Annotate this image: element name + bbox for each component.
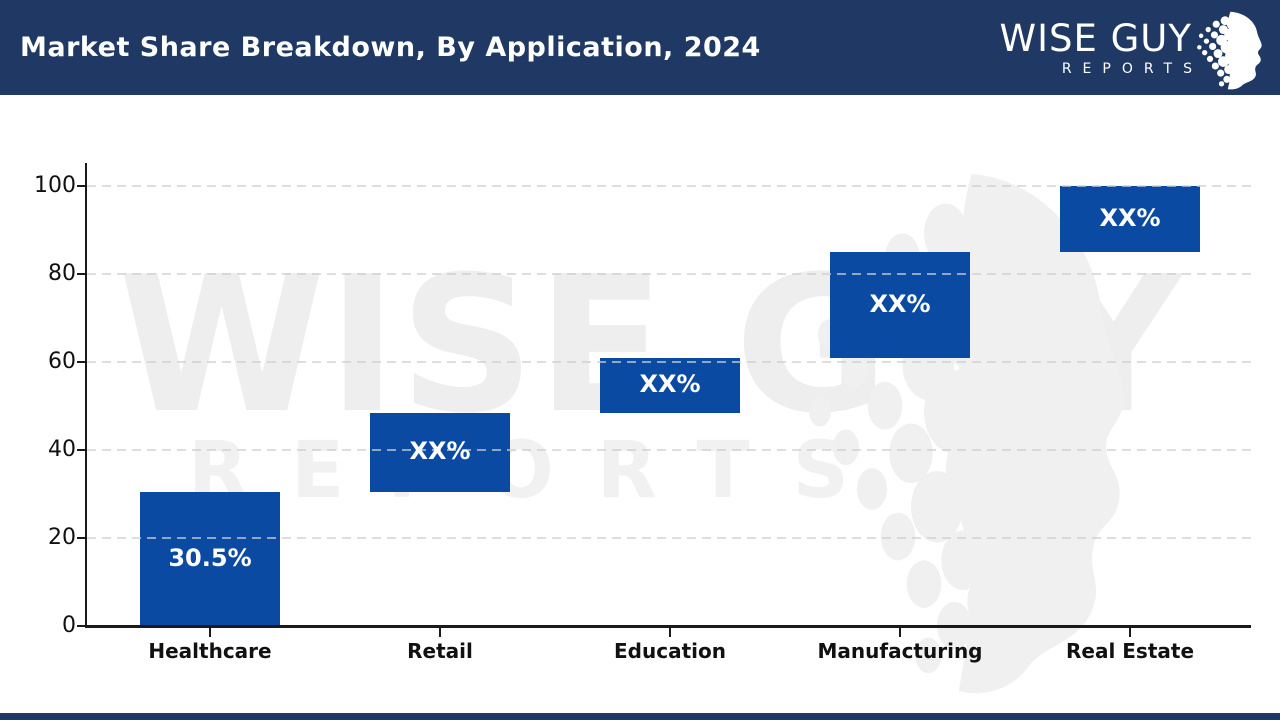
x-tick-mark xyxy=(669,628,671,637)
bar xyxy=(370,412,510,492)
y-tick-label: 40 xyxy=(48,437,76,462)
bar xyxy=(140,491,280,626)
x-axis-line xyxy=(85,625,1251,628)
bar xyxy=(600,357,740,413)
bar xyxy=(830,252,970,358)
x-category-label: Retail xyxy=(407,639,473,663)
x-tick-mark xyxy=(209,628,211,637)
bar-value-label: XX% xyxy=(409,437,471,466)
gridline xyxy=(87,537,1255,539)
y-tick-mark xyxy=(77,449,86,451)
y-tick-mark xyxy=(77,185,86,187)
watermark-reports-text: REPORTS xyxy=(188,426,892,516)
header-bar: Market Share Breakdown, By Application, … xyxy=(0,0,1280,95)
footer-bar xyxy=(0,713,1280,720)
logo-wiseguy-label: WISE GUY xyxy=(999,16,1192,60)
x-category-label: Healthcare xyxy=(148,639,272,663)
x-category-label: Manufacturing xyxy=(817,639,983,663)
bar-value-label: XX% xyxy=(639,370,701,399)
y-tick-mark xyxy=(77,537,86,539)
logo-text-block: WISE GUY REPORTS xyxy=(999,16,1192,77)
gridline xyxy=(87,185,1255,187)
y-tick-mark xyxy=(77,361,86,363)
gridline xyxy=(87,361,1255,363)
y-tick-label: 0 xyxy=(62,613,76,638)
y-tick-label: 20 xyxy=(48,525,76,550)
gridline xyxy=(87,449,1255,451)
x-tick-mark xyxy=(899,628,901,637)
y-tick-label: 100 xyxy=(34,173,76,198)
bar-value-label: XX% xyxy=(1099,204,1161,232)
page-title: Market Share Breakdown, By Application, … xyxy=(20,32,761,63)
x-tick-mark xyxy=(439,628,441,637)
y-tick-label: 80 xyxy=(48,261,76,286)
bar xyxy=(1060,186,1200,252)
gridline xyxy=(87,273,1255,275)
bar-value-label: 30.5% xyxy=(168,543,252,572)
y-axis-line xyxy=(85,163,87,628)
x-tick-mark xyxy=(1129,628,1131,637)
wise-guy-reports-logo: WISE GUY REPORTS xyxy=(1000,8,1266,92)
x-category-label: Real Estate xyxy=(1065,639,1195,663)
y-tick-label: 60 xyxy=(48,349,76,374)
x-category-label: Education xyxy=(614,639,726,663)
y-tick-mark xyxy=(77,273,86,275)
bar-value-label: XX% xyxy=(869,289,931,318)
logo-reports-label: REPORTS xyxy=(1061,60,1203,77)
logo-head-icon xyxy=(1197,11,1262,90)
y-tick-mark xyxy=(77,625,86,627)
